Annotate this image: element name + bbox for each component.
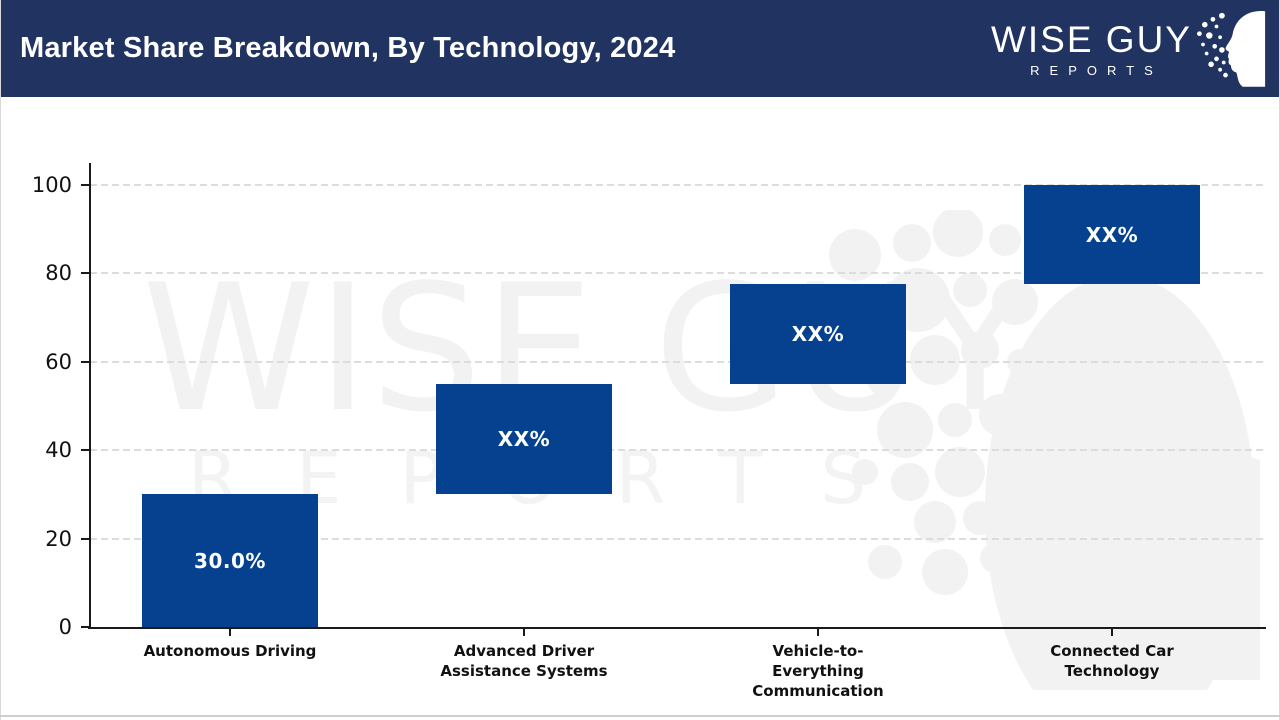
- x-tick-label-line: Advanced Driver: [453, 642, 595, 660]
- logo-face-icon: [1197, 11, 1266, 87]
- x-tick-label-line: Technology: [1064, 662, 1160, 680]
- y-tick-mark-60: [81, 360, 90, 363]
- bottom-divider: [0, 715, 1280, 717]
- gridline-80: [90, 272, 1264, 275]
- bar-value-label: XX%: [1085, 222, 1139, 247]
- y-tick-label-20: 20: [45, 526, 72, 551]
- bar-vehicle-to-everything-communication: XX%: [730, 284, 906, 384]
- bar-value-label: 30.0%: [194, 548, 266, 573]
- x-tick-label-line: Autonomous Driving: [143, 642, 317, 660]
- logo-text: WISE GUY REPORTS: [991, 21, 1192, 77]
- x-tick-label-0: Autonomous Driving: [100, 641, 360, 661]
- bar-connected-car-technology: XX%: [1024, 185, 1200, 285]
- bar-advanced-driver-assistance-systems: XX%: [436, 383, 612, 495]
- logo-wiseguy-label: WISE GUY: [990, 19, 1192, 60]
- y-tick-label-60: 60: [45, 349, 72, 374]
- x-tick-label-line: Connected Car: [1050, 642, 1174, 660]
- bar-value-label: XX%: [497, 427, 551, 452]
- y-tick-mark-80: [81, 272, 90, 275]
- x-tick-label-1: Advanced Driver Assistance Systems: [394, 641, 654, 681]
- header: Market Share Breakdown, By Technology, 2…: [0, 0, 1280, 97]
- logo-reports-label: REPORTS: [1030, 63, 1163, 78]
- y-tick-mark-0: [81, 626, 90, 628]
- x-tick-mark-2: [817, 627, 819, 636]
- x-axis: [88, 627, 1266, 629]
- y-tick-mark-20: [81, 537, 90, 540]
- y-tick-mark-40: [81, 449, 90, 452]
- y-tick-label-100: 100: [31, 173, 72, 197]
- x-tick-label-line: Everything: [772, 662, 864, 680]
- x-tick-label-3: Connected Car Technology: [982, 641, 1242, 681]
- gridline-40: [90, 449, 1264, 452]
- x-tick-label-2: Vehicle-to- Everything Communication: [688, 641, 948, 701]
- gridline-20: [90, 537, 1264, 540]
- bar-autonomous-driving: 30.0%: [142, 494, 318, 627]
- page-title: Market Share Breakdown, By Technology, 2…: [20, 32, 676, 64]
- gridline-100: [90, 184, 1264, 186]
- y-tick-label-80: 80: [45, 261, 72, 286]
- y-tick-label-0: 0: [58, 615, 72, 639]
- waterfall-chart: 0 20 40 60 80 100 30.0% XX% XX% XX% Autonomous Dri…: [0, 97, 1280, 720]
- gridline-60: [90, 360, 1264, 363]
- x-tick-label-line: Vehicle-to-: [772, 642, 864, 660]
- y-axis: [89, 163, 91, 627]
- x-tick-label-line: Communication: [752, 682, 884, 700]
- x-tick-label-line: Assistance Systems: [440, 662, 608, 680]
- x-tick-mark-1: [523, 627, 525, 636]
- y-tick-label-40: 40: [45, 438, 72, 463]
- bar-value-label: XX%: [791, 322, 845, 347]
- y-tick-mark-100: [81, 184, 90, 186]
- wise-guy-reports-logo: WISE GUY REPORTS: [991, 6, 1266, 92]
- x-tick-mark-0: [229, 627, 231, 636]
- x-tick-mark-3: [1111, 627, 1113, 636]
